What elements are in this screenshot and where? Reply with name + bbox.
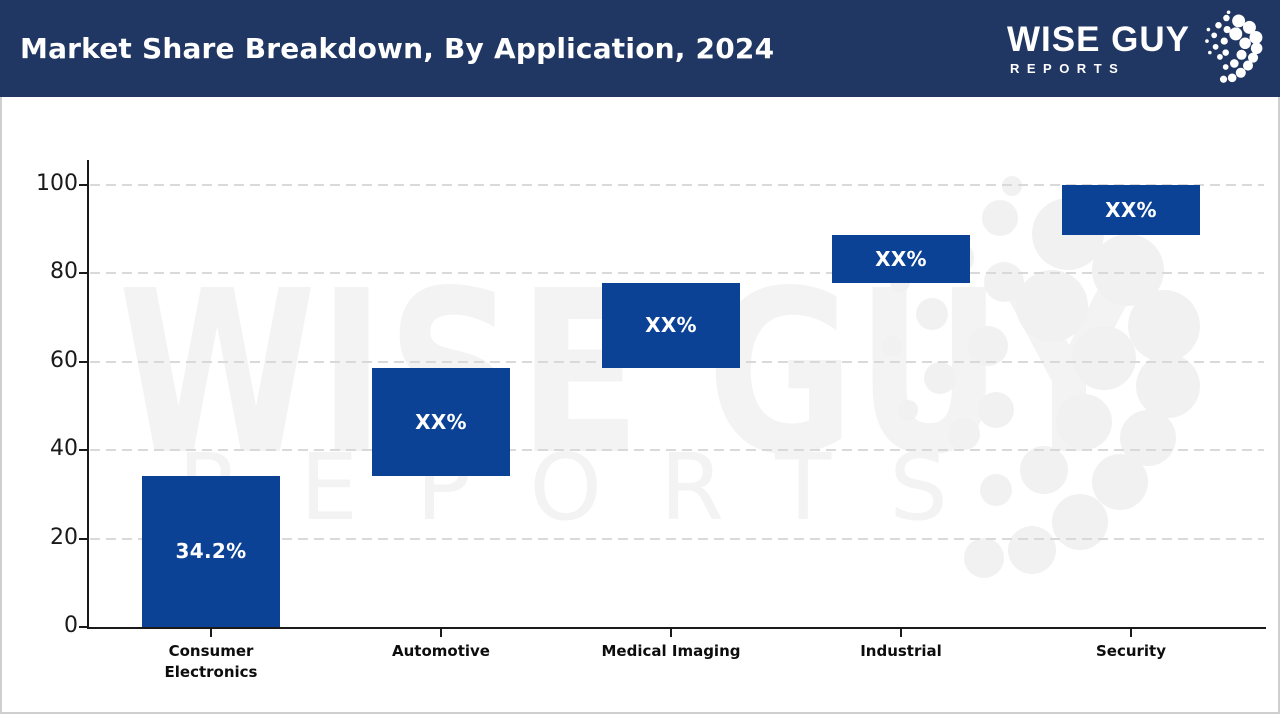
- watermark-subtext: REPORTS: [178, 434, 1006, 541]
- gridline: [90, 272, 1264, 275]
- y-tick-label: 20: [50, 524, 78, 550]
- y-tick-label: 80: [50, 259, 78, 285]
- category-label: Consumer Electronics: [164, 642, 258, 681]
- y-tick-mark: [79, 272, 87, 275]
- brand-logo-text: WISE GUY REPORTS: [1007, 22, 1190, 75]
- gridline: [90, 184, 1264, 186]
- brand-tagline: REPORTS: [1009, 61, 1126, 76]
- bar: 34.2%: [142, 475, 280, 627]
- category-label: Industrial: [860, 642, 942, 660]
- x-axis: [87, 627, 1266, 629]
- x-tick-mark: [440, 629, 442, 637]
- gridline: [90, 449, 1264, 452]
- bar: XX%: [602, 282, 740, 368]
- bar: XX%: [1062, 185, 1200, 235]
- y-axis: [87, 160, 89, 629]
- y-tick-label: 100: [36, 171, 78, 196]
- bar-value-label: 34.2%: [175, 539, 247, 564]
- y-tick-label: 0: [64, 613, 78, 638]
- x-tick-mark: [900, 629, 902, 637]
- x-tick-mark: [210, 629, 212, 637]
- bar: XX%: [372, 367, 510, 476]
- gridline: [90, 537, 1264, 540]
- y-tick-mark: [79, 537, 87, 540]
- brand-name: WISE GUY: [1006, 20, 1190, 59]
- category-label: Automotive: [392, 642, 490, 660]
- page-title: Market Share Breakdown, By Application, …: [20, 32, 775, 65]
- y-tick-mark: [79, 360, 87, 363]
- brand-logo: WISE GUY REPORTS: [1007, 9, 1266, 89]
- bar: XX%: [832, 234, 970, 283]
- x-tick-mark: [1130, 629, 1132, 637]
- y-tick-label: 60: [50, 347, 78, 373]
- wiseguy-head-icon: [1205, 9, 1263, 83]
- y-tick-mark: [79, 449, 87, 452]
- bar-value-label: XX%: [415, 409, 467, 434]
- x-tick-mark: [670, 629, 672, 637]
- y-tick-mark: [79, 184, 87, 186]
- category-label: Security: [1095, 642, 1167, 660]
- bar-value-label: XX%: [1105, 197, 1157, 222]
- category-label: Medical Imaging: [601, 642, 741, 660]
- y-tick-label: 40: [50, 436, 78, 462]
- header-band: Market Share Breakdown, By Application, …: [0, 0, 1280, 97]
- bar-value-label: XX%: [645, 313, 697, 338]
- y-tick-mark: [79, 626, 87, 628]
- bar-value-label: XX%: [875, 246, 927, 271]
